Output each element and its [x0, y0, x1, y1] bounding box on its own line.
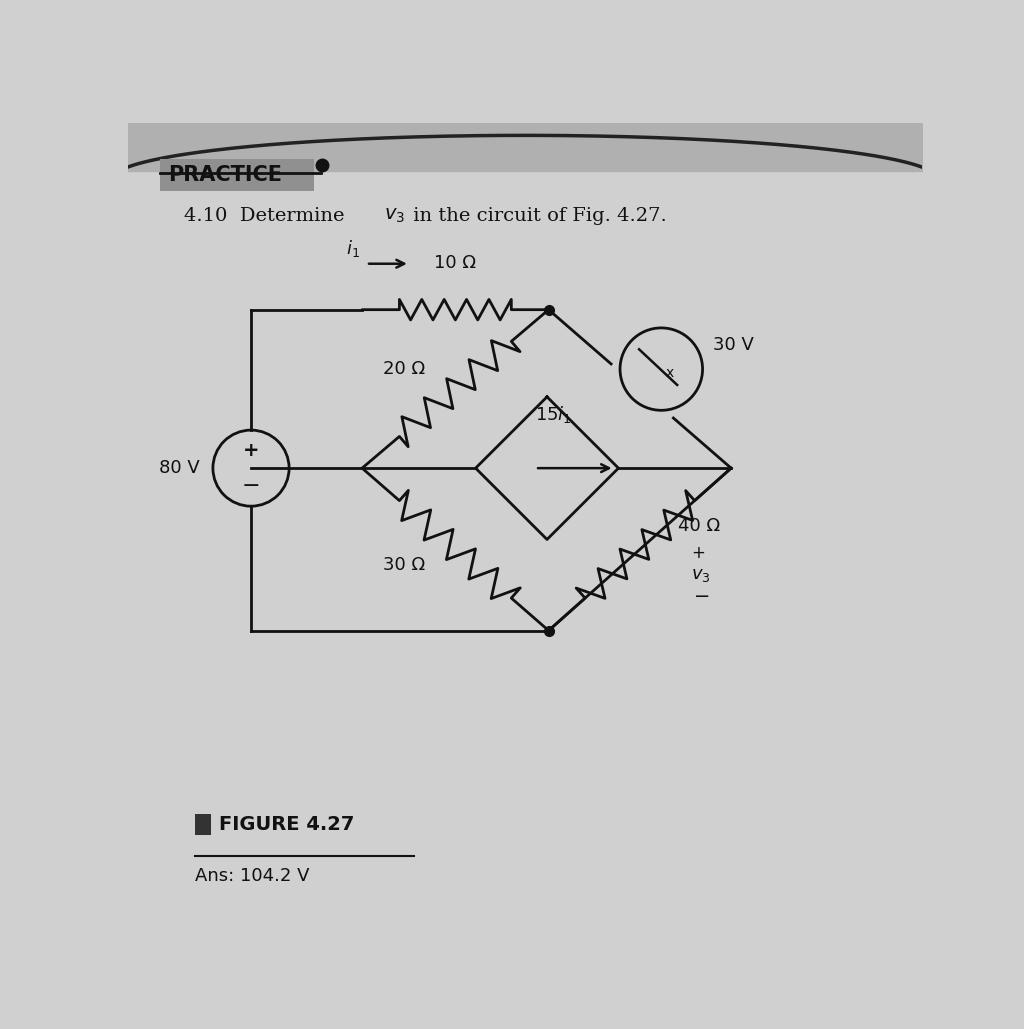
Text: 10 Ω: 10 Ω — [434, 253, 476, 272]
Text: 4.10  Determine: 4.10 Determine — [183, 207, 350, 225]
Text: +: + — [691, 544, 706, 562]
Text: 40 Ω: 40 Ω — [678, 517, 720, 535]
Text: in the circuit of Fig. 4.27.: in the circuit of Fig. 4.27. — [408, 207, 667, 225]
Text: $v_3$: $v_3$ — [691, 566, 711, 583]
Text: 20 Ω: 20 Ω — [383, 360, 425, 378]
Text: 30 Ω: 30 Ω — [383, 557, 425, 574]
Text: x: x — [666, 366, 674, 380]
Text: $i_1$: $i_1$ — [346, 238, 359, 259]
Text: FIGURE 4.27: FIGURE 4.27 — [219, 815, 354, 835]
Text: Ans: 104.2 V: Ans: 104.2 V — [196, 867, 310, 886]
Text: −: − — [694, 588, 711, 606]
Text: PRACTICE: PRACTICE — [168, 165, 282, 185]
Text: −: − — [242, 475, 260, 496]
Bar — [196, 814, 211, 835]
Bar — [160, 159, 314, 190]
Text: 80 V: 80 V — [159, 459, 200, 477]
Text: +: + — [243, 441, 259, 460]
Text: $15i_1$: $15i_1$ — [535, 403, 571, 425]
Text: 30 V: 30 V — [713, 336, 754, 354]
Text: $v_3$: $v_3$ — [384, 207, 404, 225]
